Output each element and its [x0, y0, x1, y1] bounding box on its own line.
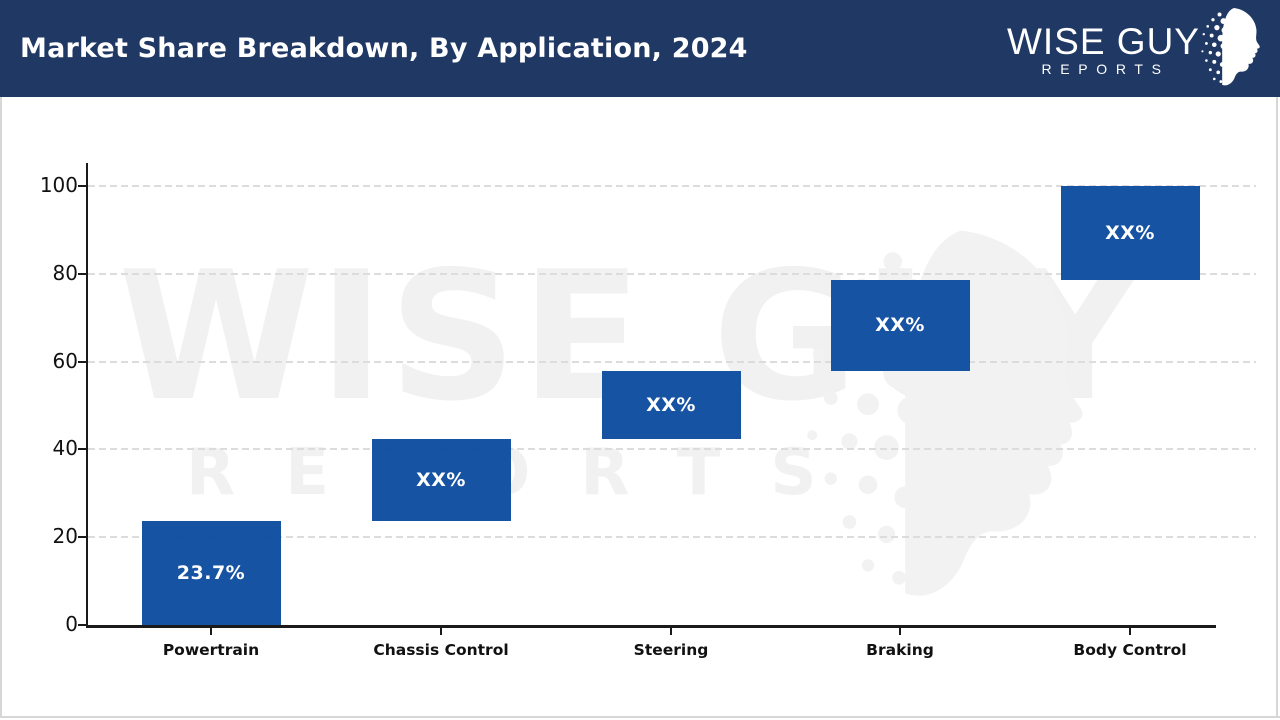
- y-tick-label: 100: [39, 173, 78, 197]
- y-tick-label: 20: [52, 524, 78, 549]
- bar-value-label: XX%: [646, 393, 696, 416]
- bar-body-control: XX%: [1060, 186, 1200, 280]
- y-tick-mark: [78, 185, 86, 187]
- x-category-label: Chassis Control: [373, 641, 509, 659]
- bar-value-label: XX%: [416, 468, 466, 491]
- page-title: Market Share Breakdown, By Application, …: [20, 33, 748, 64]
- frame-edge-right: [1276, 97, 1278, 718]
- gridline: [88, 536, 1256, 539]
- bar-braking: XX%: [830, 279, 970, 371]
- logo-wordmark: WISE GUY REPORTS: [1007, 21, 1200, 77]
- y-tick-label: 40: [52, 436, 78, 461]
- x-axis-spine: [86, 625, 1216, 628]
- y-tick-mark: [78, 448, 86, 451]
- gridline: [88, 185, 1256, 187]
- y-axis-spine: [86, 163, 88, 627]
- x-category-label: Powertrain: [162, 641, 260, 659]
- gridline: [88, 360, 1256, 363]
- y-tick-mark: [78, 536, 86, 539]
- y-tick-mark: [78, 624, 86, 626]
- y-tick-mark: [78, 272, 86, 275]
- x-tick-mark: [440, 627, 442, 635]
- frame-edge-left: [0, 97, 2, 718]
- gridline: [88, 448, 1256, 451]
- x-tick-mark: [670, 627, 672, 635]
- logo-wordmark-line1: WISE GUY: [1006, 20, 1200, 62]
- bar-powertrain: 23.7%: [141, 520, 281, 625]
- bar-chassis-control: XX%: [371, 438, 511, 521]
- frame-edge-bottom: [0, 716, 1280, 718]
- x-tick-mark: [1129, 627, 1131, 635]
- x-tick-mark: [210, 627, 212, 635]
- y-tick-label: 0: [65, 612, 78, 636]
- x-category-label: Body Control: [1073, 641, 1187, 659]
- bar-value-label: XX%: [1105, 221, 1155, 244]
- gridline: [88, 272, 1256, 275]
- bar-value-label: XX%: [875, 314, 925, 337]
- head-profile-logo-icon: [1201, 7, 1260, 85]
- logo-wordmark-line2: REPORTS: [1041, 60, 1170, 77]
- y-tick-label: 80: [52, 260, 78, 285]
- bar-value-label: 23.7%: [176, 561, 246, 584]
- wise-guy-logo: WISE GUY REPORTS: [1007, 0, 1274, 97]
- y-tick-label: 60: [52, 348, 78, 373]
- y-tick-mark: [78, 360, 86, 363]
- x-category-label: Steering: [633, 641, 709, 659]
- x-tick-mark: [899, 627, 901, 635]
- x-category-label: Braking: [866, 641, 934, 659]
- bar-steering: XX%: [601, 370, 741, 439]
- header: Market Share Breakdown, By Application, …: [0, 0, 1280, 97]
